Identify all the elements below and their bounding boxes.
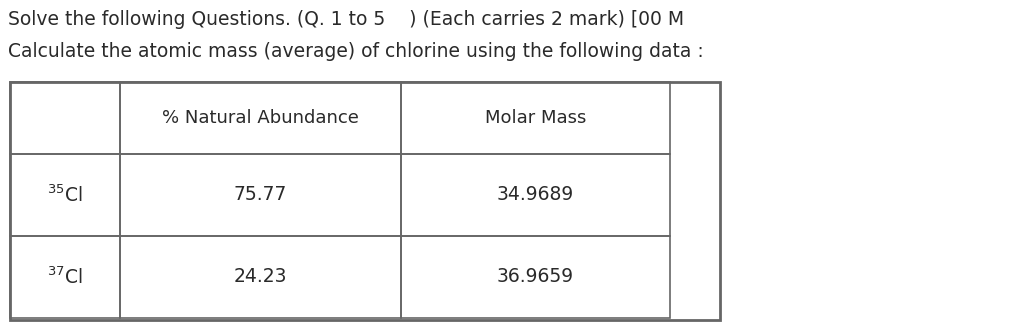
Text: $^{35}$Cl: $^{35}$Cl: [47, 184, 83, 206]
Text: Solve the following Questions. (Q. 1 to 5    ) (Each carries 2 mark) [00 M: Solve the following Questions. (Q. 1 to …: [8, 10, 684, 29]
Text: 34.9689: 34.9689: [497, 185, 574, 205]
Text: $^{37}$Cl: $^{37}$Cl: [47, 266, 83, 288]
Text: Calculate the atomic mass (average) of chlorine using the following data :: Calculate the atomic mass (average) of c…: [8, 42, 703, 61]
Bar: [120, 82, 400, 154]
Bar: [10, 236, 120, 318]
Bar: [400, 236, 671, 318]
Text: % Natural Abundance: % Natural Abundance: [162, 109, 358, 127]
Bar: [400, 154, 671, 236]
Text: 75.77: 75.77: [233, 185, 287, 205]
Bar: [10, 82, 720, 320]
Bar: [400, 82, 671, 154]
Text: Molar Mass: Molar Mass: [484, 109, 586, 127]
Bar: [120, 154, 400, 236]
Bar: [10, 82, 120, 154]
Text: 24.23: 24.23: [233, 268, 287, 286]
Text: 36.9659: 36.9659: [497, 268, 574, 286]
Bar: [120, 236, 400, 318]
Bar: [10, 154, 120, 236]
